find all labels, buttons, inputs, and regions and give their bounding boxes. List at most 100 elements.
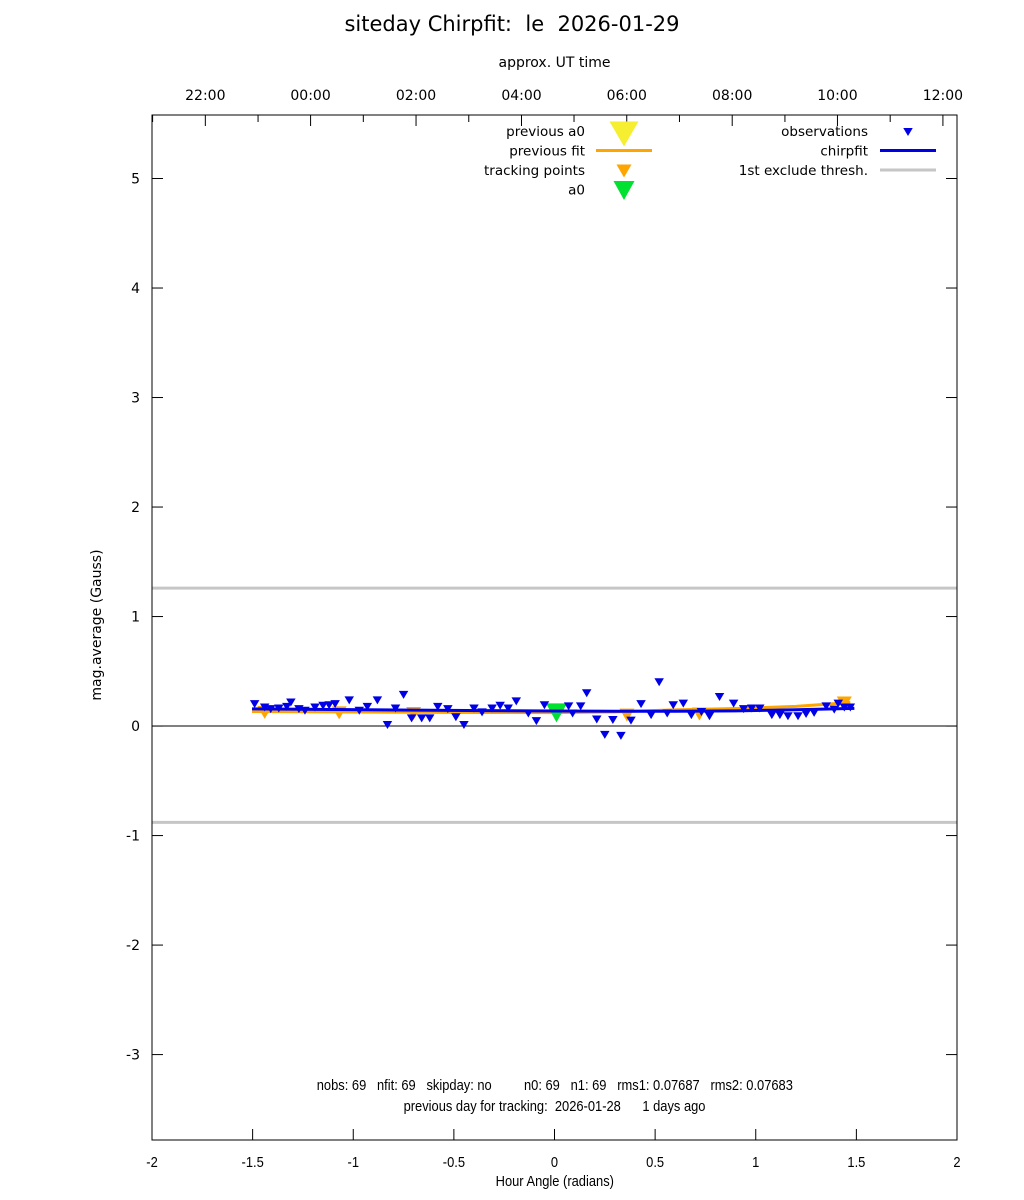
x-tick-label: 1.5 xyxy=(847,1153,865,1170)
observations-marker xyxy=(451,713,461,722)
y-tick-label: -3 xyxy=(126,1048,140,1064)
ut-tick-label: 04:00 xyxy=(501,88,541,104)
observations-marker xyxy=(433,702,443,711)
x-tick-label: -1.5 xyxy=(242,1153,264,1170)
observations-marker xyxy=(503,704,513,713)
observations-marker xyxy=(424,714,435,723)
observations-marker xyxy=(282,702,292,711)
y-tick-label: 1 xyxy=(131,610,140,626)
observations-marker xyxy=(398,690,409,699)
observations-marker xyxy=(344,696,354,705)
observations-marker xyxy=(668,701,678,710)
legend-label-a0: a0 xyxy=(568,183,585,199)
observations-marker xyxy=(581,689,592,698)
observations-marker xyxy=(286,698,296,707)
observations-marker xyxy=(654,678,664,687)
tracking-day-line: previous day for tracking: 2026-01-28 1 … xyxy=(152,1097,957,1117)
observations-marker xyxy=(443,705,453,714)
observations-marker xyxy=(416,714,427,723)
x-tick-label: -0.5 xyxy=(443,1153,465,1170)
observations-marker xyxy=(608,716,618,725)
observations-marker xyxy=(575,702,586,711)
y-tick-label: 3 xyxy=(131,391,140,407)
y-tick-label: -2 xyxy=(126,938,140,954)
ut-tick-label: 02:00 xyxy=(396,88,436,104)
legend-label-tracking-points: tracking points xyxy=(484,163,585,179)
observations-marker xyxy=(459,720,469,729)
observations-marker xyxy=(616,731,626,740)
y-tick-label: 5 xyxy=(131,172,140,188)
observations-marker xyxy=(809,708,819,717)
legend-label-previous-a0: previous a0 xyxy=(506,124,585,140)
observations-marker xyxy=(487,704,497,713)
observations-marker xyxy=(406,714,417,723)
ut-tick-label: 10:00 xyxy=(817,88,857,104)
legend-label-1st-exclude-thresh: 1st exclude thresh. xyxy=(739,163,868,179)
legend-sample-previous-a0 xyxy=(609,121,639,147)
legend-label-previous-fit: previous fit xyxy=(509,144,585,160)
y-tick-label: 4 xyxy=(131,281,140,297)
observations-marker xyxy=(249,700,260,709)
observations-marker xyxy=(469,704,479,713)
observations-marker xyxy=(833,699,844,708)
observations-marker xyxy=(324,701,334,710)
observations-marker xyxy=(704,712,715,721)
observations-marker xyxy=(265,705,276,714)
legend-label-chirpfit: chirpfit xyxy=(820,144,868,160)
observations-marker xyxy=(662,709,672,718)
chirpfit-line xyxy=(252,706,855,713)
observations-marker xyxy=(372,696,383,705)
tracking-day-text: previous day for tracking: 2026-01-28 1 … xyxy=(403,1098,706,1115)
ut-tick-label: 06:00 xyxy=(607,88,647,104)
observations-marker xyxy=(728,699,739,708)
observations-marker xyxy=(821,702,831,711)
observations-marker xyxy=(390,704,401,713)
observations-marker xyxy=(354,706,365,715)
observations-marker xyxy=(523,709,534,718)
observations-marker xyxy=(310,703,320,712)
ut-tick-label: 00:00 xyxy=(290,88,330,104)
fit-stats-line: nobs: 69 nfit: 69 skipday: no n0: 69 n1:… xyxy=(152,1076,957,1096)
legend-sample-tracking-points xyxy=(616,164,632,178)
x-tick-label: 2 xyxy=(953,1153,960,1170)
observations-marker xyxy=(563,702,574,711)
observations-marker xyxy=(845,703,856,712)
ut-tick-label: 22:00 xyxy=(185,88,225,104)
observations-marker xyxy=(495,701,505,710)
x-axis-label-wrap: Hour Angle (radians) xyxy=(152,1172,957,1192)
ut-tick-label: 08:00 xyxy=(712,88,752,104)
observations-marker xyxy=(592,715,602,724)
observations-marker xyxy=(767,711,777,720)
observations-marker xyxy=(362,702,373,711)
x-tick-label: -1 xyxy=(348,1153,360,1170)
observations-marker xyxy=(746,704,757,713)
observations-marker xyxy=(330,700,340,709)
observations-marker xyxy=(274,704,284,713)
observations-marker xyxy=(755,704,765,713)
observations-marker xyxy=(531,717,542,726)
ut-time-axis-label: approx. UT time xyxy=(498,55,611,71)
observations-marker xyxy=(801,710,811,719)
fit-stats-text: nobs: 69 nfit: 69 skipday: no n0: 69 n1:… xyxy=(316,1077,793,1094)
y-tick-label: 0 xyxy=(131,719,140,735)
observations-marker xyxy=(678,699,689,708)
ut-tick-label: 12:00 xyxy=(923,88,963,104)
legend-label-observations: observations xyxy=(781,124,868,140)
chart-title: siteday Chirpfit: le 2026-01-29 xyxy=(344,12,680,36)
observations-marker xyxy=(646,711,656,720)
observations-marker xyxy=(477,708,487,717)
observations-marker xyxy=(539,701,550,710)
x-tick-label: -2 xyxy=(146,1153,158,1170)
observations-marker xyxy=(567,709,578,718)
observations-marker xyxy=(793,712,803,721)
a0-marker xyxy=(546,703,568,723)
y-tick-label: 2 xyxy=(131,500,140,516)
observations-marker xyxy=(714,693,725,702)
observations-marker xyxy=(300,706,310,715)
observations-marker xyxy=(626,716,636,725)
x-tick-label: 0 xyxy=(551,1153,558,1170)
x-axis-label: Hour Angle (radians) xyxy=(495,1173,614,1190)
observations-marker xyxy=(839,703,850,712)
